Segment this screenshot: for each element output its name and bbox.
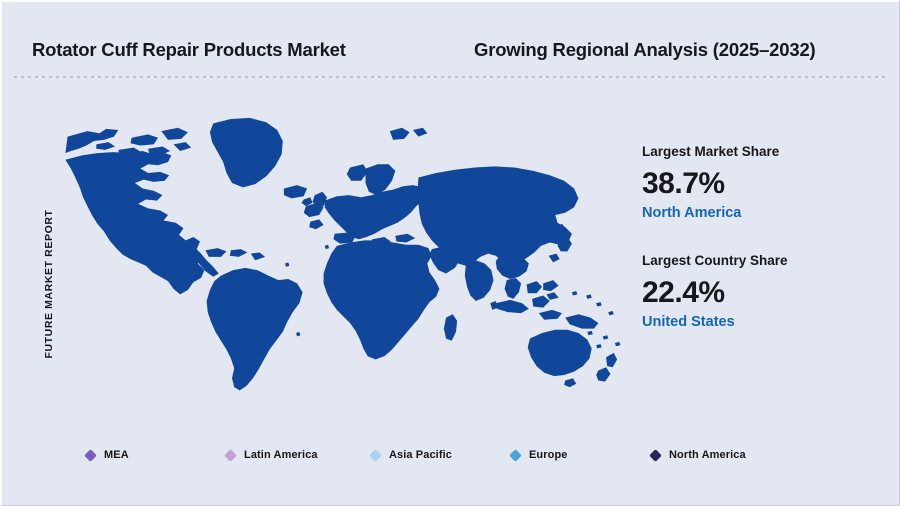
legend-item-asia-pacific[interactable]: Asia Pacific (369, 448, 452, 462)
legend-swatch-icon (224, 448, 237, 462)
landmass-east-asia (495, 253, 529, 279)
landmass-svalbard (389, 127, 428, 140)
landmass-south-america (206, 267, 303, 391)
landmass-north-america (65, 128, 205, 295)
page-subtitle: Growing Regional Analysis (2025–2032) (474, 39, 816, 60)
world-map-svg (65, 117, 621, 391)
header: Rotator Cuff Repair Products Market Grow… (2, 2, 899, 78)
stat-largest-country-share: Largest Country Share 22.4% United State… (642, 253, 882, 332)
landmass-sri-lanka (490, 301, 498, 310)
stat-label: Largest Market Share (642, 144, 780, 159)
page-title: Rotator Cuff Repair Products Market (32, 39, 346, 60)
landmass-iceland (283, 185, 308, 199)
landmass-new-zealand (596, 352, 618, 382)
legend-swatch-icon (509, 448, 522, 462)
landmass-madagascar (443, 314, 458, 341)
map-legend: MEA Latin America Asia Pacific Europe No… (84, 448, 786, 469)
legend-label: Latin America (244, 449, 318, 461)
legend-swatch-icon (369, 448, 382, 462)
landmass-japan (548, 223, 572, 263)
landmass-southeast-asia (495, 277, 562, 320)
stat-value: 38.7% (642, 167, 725, 201)
legend-item-europe[interactable]: Europe (509, 448, 568, 462)
landmass-scandinavia (346, 164, 396, 196)
legend-swatch-icon (649, 448, 662, 462)
legend-label: Asia Pacific (389, 449, 452, 461)
stats-panel: Largest Market Share 38.7% North America… (642, 144, 882, 331)
landmass-south-asia (429, 245, 494, 302)
landmass-greenland (209, 117, 283, 188)
legend-label: Europe (529, 449, 568, 461)
legend-label: North America (669, 449, 746, 461)
landmass-africa (323, 240, 440, 360)
landmass-europe (303, 185, 428, 246)
landmass-new-guinea (565, 314, 599, 329)
legend-label: MEA (104, 449, 129, 461)
stat-region: United States (642, 313, 735, 330)
landmass-british-isles (301, 191, 327, 208)
stat-largest-market-share: Largest Market Share 38.7% North America (642, 144, 882, 223)
stat-value: 22.4% (642, 275, 725, 309)
stat-label: Largest Country Share (642, 252, 788, 268)
landmass-asia (417, 166, 579, 266)
brand-vertical-label: FUTURE MARKET REPORT (43, 209, 55, 359)
map-landmasses (65, 117, 621, 391)
landmass-australia (527, 329, 592, 377)
legend-item-latin-america[interactable]: Latin America (224, 448, 318, 462)
stat-region: North America (642, 205, 742, 222)
legend-item-mea[interactable]: MEA (84, 448, 129, 462)
legend-swatch-icon (84, 448, 97, 462)
landmass-tasmania (564, 378, 577, 388)
landmass-arctic-islands (96, 127, 192, 157)
legend-item-north-america[interactable]: North America (649, 448, 746, 462)
world-map (64, 98, 624, 418)
header-divider (14, 76, 888, 78)
landmass-central-america (183, 245, 266, 277)
